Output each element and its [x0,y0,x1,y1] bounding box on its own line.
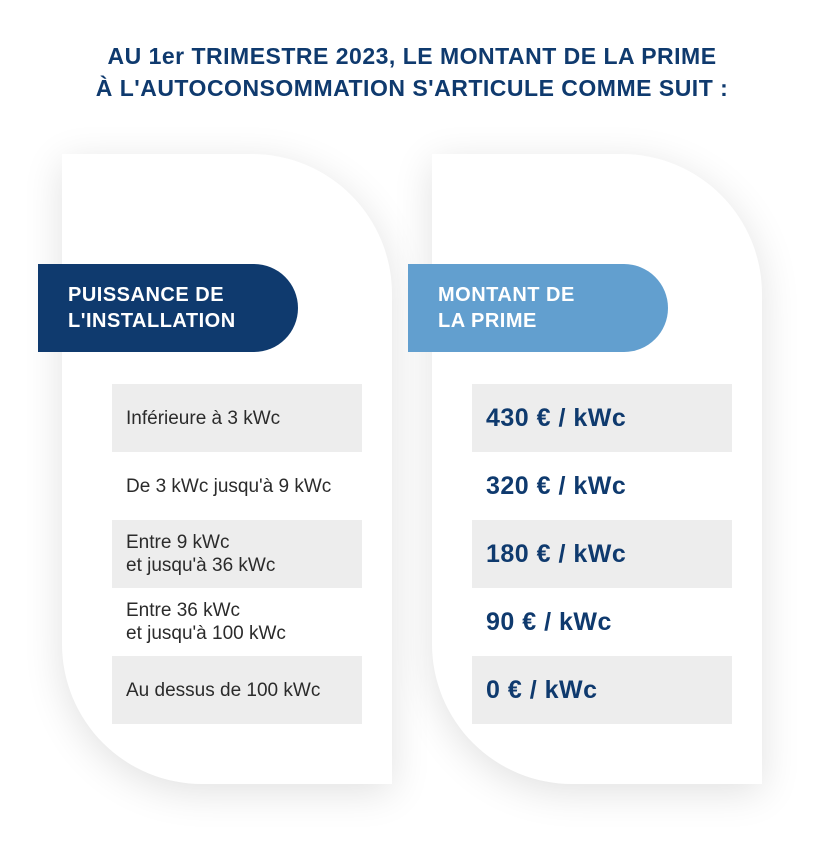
left-card-header: PUISSANCE DE L'INSTALLATION [38,264,298,352]
right-card-header: MONTANT DE LA PRIME [408,264,668,352]
amount-row-text: 180 € / kWc [486,540,626,569]
page-title: AU 1er TRIMESTRE 2023, LE MONTANT DE LA … [50,40,774,104]
amount-row: 0 € / kWc [472,656,732,724]
amount-row-text: 430 € / kWc [486,404,626,433]
amount-row-text: 320 € / kWc [486,472,626,501]
amount-row-text: 0 € / kWc [486,676,598,705]
amount-row-text: 90 € / kWc [486,608,612,637]
power-row: Inférieure à 3 kWc [112,384,362,452]
power-row-text: Entre 36 kWcet jusqu'à 100 kWc [126,599,286,647]
right-header-line-1: MONTANT DE [438,284,575,306]
power-row-text: Entre 9 kWcet jusqu'à 36 kWc [126,531,275,579]
amount-row: 430 € / kWc [472,384,732,452]
title-line-2: À L'AUTOCONSOMMATION S'ARTICULE COMME SU… [96,75,729,101]
power-row: Au dessus de 100 kWc [112,656,362,724]
left-rows: Inférieure à 3 kWc De 3 kWc jusqu'à 9 kW… [62,384,392,724]
amount-row: 320 € / kWc [472,452,732,520]
right-rows: 430 € / kWc 320 € / kWc 180 € / kWc 90 €… [432,384,762,724]
left-header-line-1: PUISSANCE DE [68,284,224,306]
power-row-text: De 3 kWc jusqu'à 9 kWc [126,475,331,499]
power-row: Entre 36 kWcet jusqu'à 100 kWc [112,588,362,656]
power-row: De 3 kWc jusqu'à 9 kWc [112,452,362,520]
amount-row: 180 € / kWc [472,520,732,588]
right-card: MONTANT DE LA PRIME 430 € / kWc 320 € / … [432,154,762,784]
power-row: Entre 9 kWcet jusqu'à 36 kWc [112,520,362,588]
amount-row: 90 € / kWc [472,588,732,656]
title-line-1: AU 1er TRIMESTRE 2023, LE MONTANT DE LA … [107,43,716,69]
right-header-line-2: LA PRIME [438,310,537,332]
left-card: PUISSANCE DE L'INSTALLATION Inférieure à… [62,154,392,784]
power-row-text: Inférieure à 3 kWc [126,407,280,431]
left-header-line-2: L'INSTALLATION [68,310,236,332]
cards-container: PUISSANCE DE L'INSTALLATION Inférieure à… [50,154,774,784]
power-row-text: Au dessus de 100 kWc [126,679,320,703]
